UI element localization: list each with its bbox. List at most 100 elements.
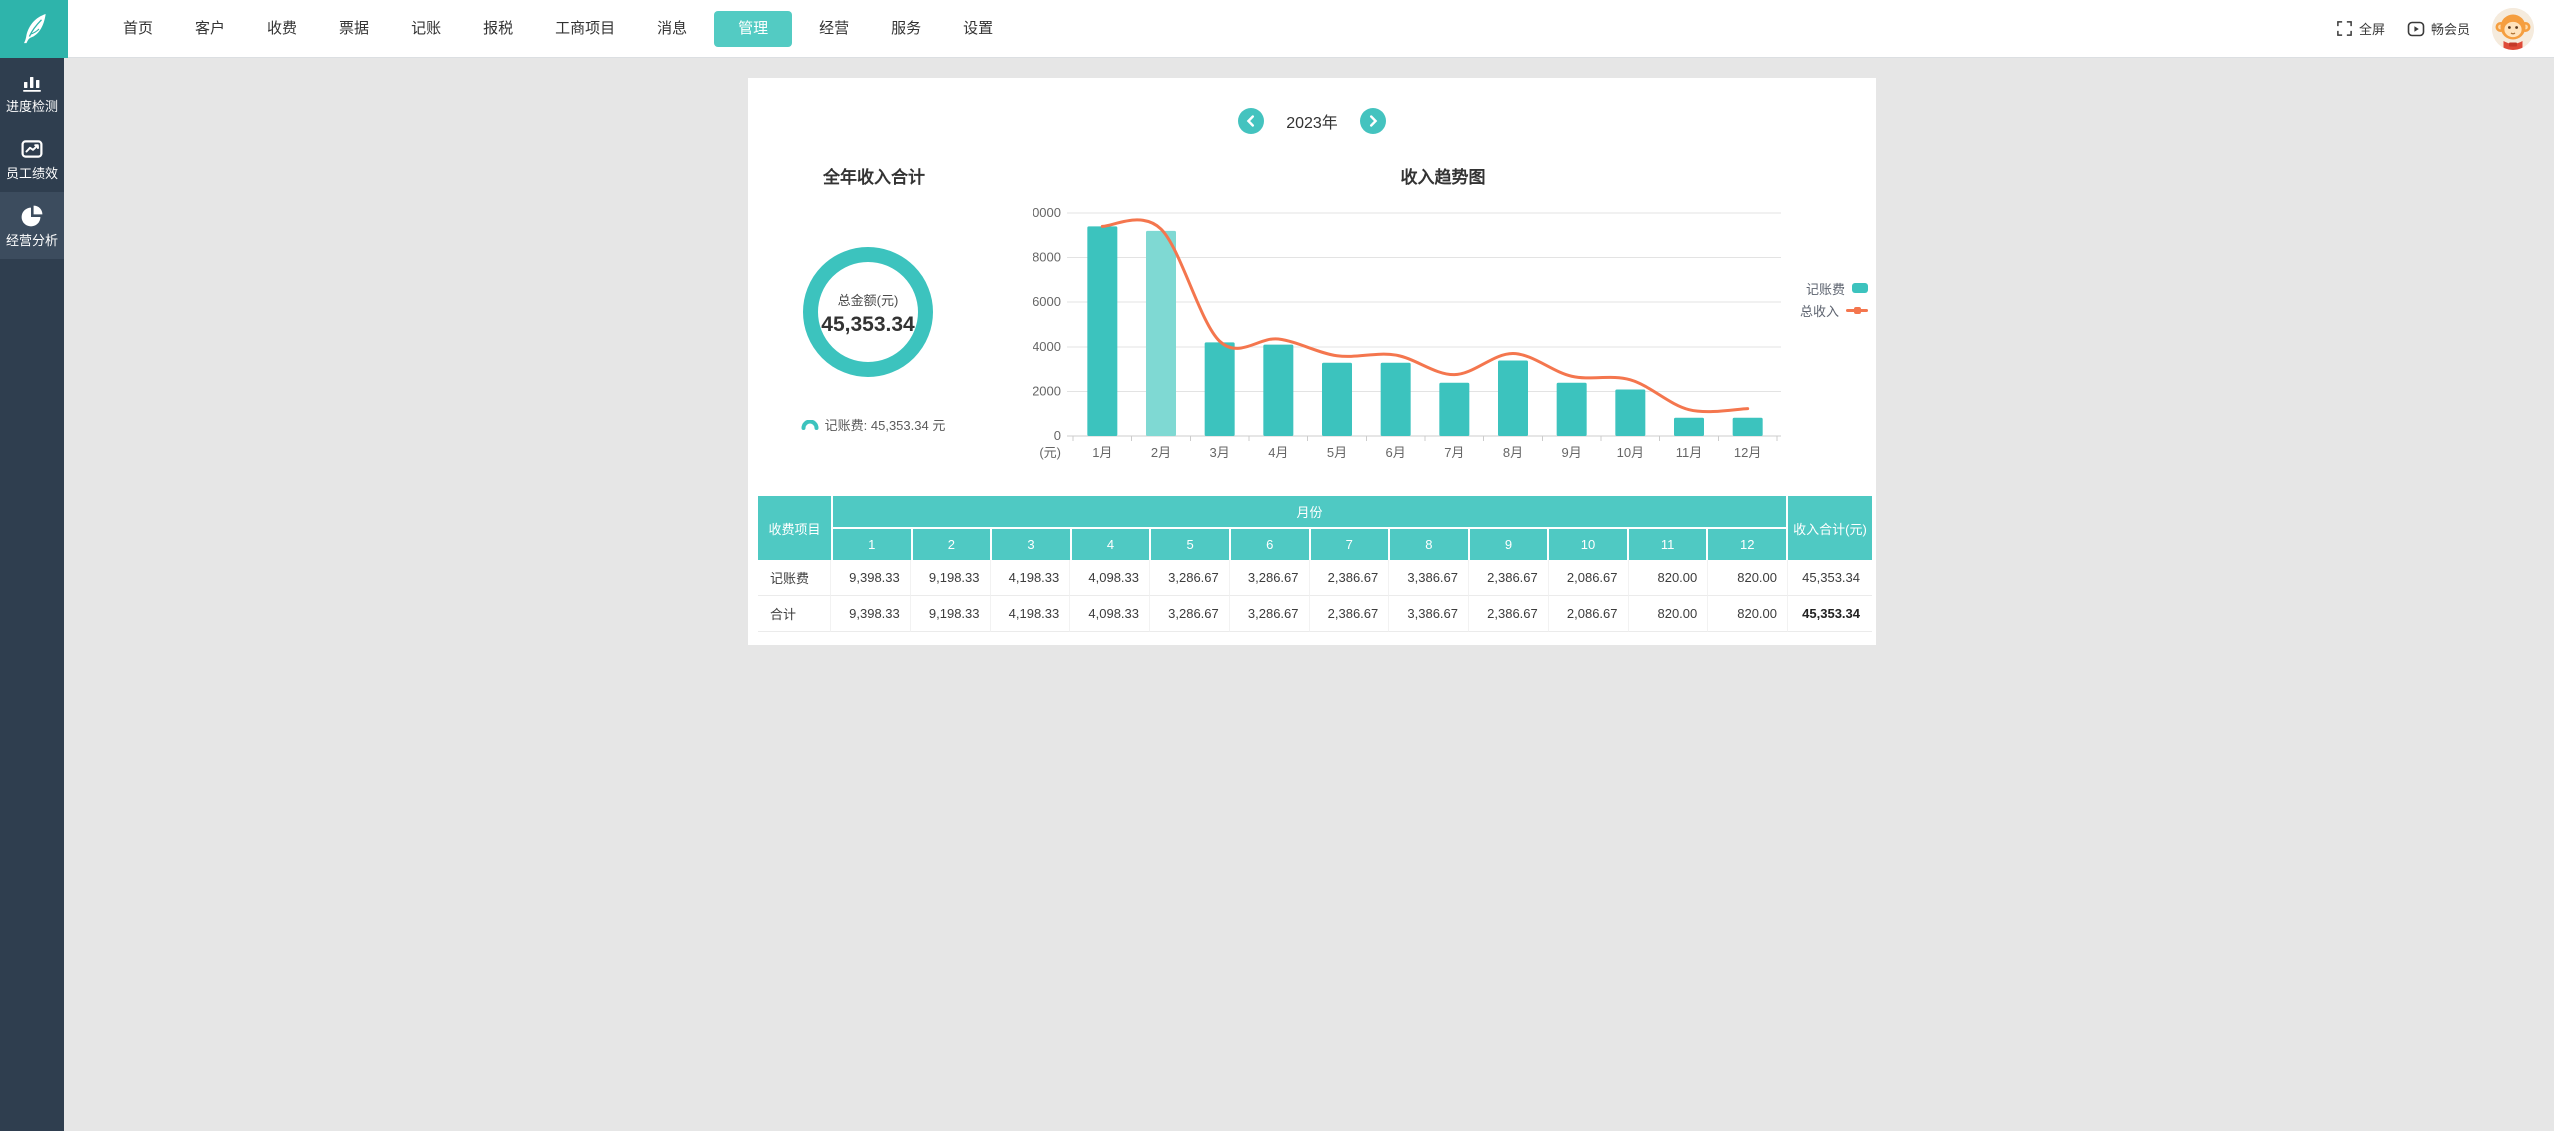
sidebar-item-label: 员工绩效 xyxy=(5,166,58,181)
header-month-group: 月份 xyxy=(833,496,1786,527)
cell-记账费-month-3: 4,198.33 xyxy=(990,560,1071,596)
cell-合计-month-3: 4,198.33 xyxy=(990,596,1071,632)
fullscreen-button[interactable]: 全屏 xyxy=(2336,19,2385,38)
cell-合计-month-1: 9,398.33 xyxy=(831,596,911,632)
x-axis-label-10月: 10月 xyxy=(1617,445,1644,460)
header-month-12: 12 xyxy=(1708,529,1786,560)
chevron-left-icon xyxy=(1246,115,1255,127)
header-month-2: 2 xyxy=(912,529,991,560)
app-logo[interactable] xyxy=(0,0,68,58)
legend-item-bar-series[interactable]: 记账费 xyxy=(1800,281,1868,297)
sidebar-item-员工绩效[interactable]: 员工绩效 xyxy=(0,125,64,192)
member-button[interactable]: 畅会员 xyxy=(2407,19,2470,38)
year-selector: 2023年 xyxy=(748,108,1876,134)
top-nav: 首页 客户 收费 票据 记账 报税 工商项目 消息 管理 经营 服务 设置 全屏 xyxy=(0,0,2554,58)
bar-5月[interactable] xyxy=(1322,362,1352,436)
row-label-合计: 合计 xyxy=(758,596,831,632)
cell-合计-month-2: 9,198.33 xyxy=(910,596,991,632)
cell-合计-month-12: 820.00 xyxy=(1708,596,1788,632)
bar-7月[interactable] xyxy=(1439,382,1470,436)
cell-记账费-month-6: 3,286.67 xyxy=(1229,560,1310,596)
bar-11月[interactable] xyxy=(1674,417,1704,436)
cell-记账费-month-9: 2,386.67 xyxy=(1469,560,1549,596)
main-area: 2023年 全年收入合计 收入趋势图 总金额(元) 45,353.34 xyxy=(64,58,2554,1131)
nav-item-报税[interactable]: 报税 xyxy=(483,19,514,37)
bar-10月[interactable] xyxy=(1615,389,1646,436)
nav-item-首页[interactable]: 首页 xyxy=(123,19,154,37)
nav-item-服务[interactable]: 服务 xyxy=(891,19,922,37)
cell-合计-month-11: 820.00 xyxy=(1628,596,1709,632)
x-axis-label-4月: 4月 xyxy=(1268,445,1288,460)
user-avatar[interactable] xyxy=(2492,7,2534,50)
sidebar-item-进度检测[interactable]: 进度检测 xyxy=(0,58,64,125)
trend-chart-icon xyxy=(20,137,44,161)
header-month-8: 8 xyxy=(1390,529,1468,560)
chevron-right-icon xyxy=(1369,115,1378,127)
donut-legend-text: 记账费: 45,353.34 元 xyxy=(824,418,946,433)
total-income-trend-line[interactable] xyxy=(1100,218,1750,414)
y-axis-unit-label: (元) xyxy=(1039,445,1061,460)
nav-item-票据[interactable]: 票据 xyxy=(339,19,370,37)
cell-合计-month-10: 2,086.67 xyxy=(1548,596,1629,632)
x-axis-label-2月: 2月 xyxy=(1151,445,1171,460)
feather-logo-icon xyxy=(14,9,54,49)
cell-合计-month-9: 2,386.67 xyxy=(1469,596,1549,632)
x-axis-label-7月: 7月 xyxy=(1444,445,1464,460)
line-series-marker-icon xyxy=(1846,305,1868,315)
nav-item-消息[interactable]: 消息 xyxy=(657,19,688,37)
nav-item-管理[interactable]: 管理 xyxy=(714,10,793,47)
sidebar-item-label: 经营分析 xyxy=(5,233,58,248)
analysis-card: 2023年 全年收入合计 收入趋势图 总金额(元) 45,353.34 xyxy=(748,78,1876,645)
header-month-6: 6 xyxy=(1230,529,1309,560)
bar-12月[interactable] xyxy=(1732,417,1763,436)
bar-8月[interactable] xyxy=(1498,360,1528,436)
bar-1月[interactable] xyxy=(1087,226,1118,436)
cell-记账费-month-12: 820.00 xyxy=(1708,560,1788,596)
total-income-donut-chart[interactable] xyxy=(793,237,943,387)
nav-menu: 首页 客户 收费 票据 记账 报税 工商项目 消息 管理 经营 服务 设置 xyxy=(102,0,1014,58)
header-month-3: 3 xyxy=(992,529,1070,560)
income-trend-chart: 0 2000 4000 6000 8000 10000 (元) 1月 2月 3月 4月 5月 6月 7月 8… xyxy=(1033,190,1833,485)
donut-center-label: 总金额(元) xyxy=(837,293,899,308)
header-month-7: 7 xyxy=(1310,529,1389,560)
arc-legend-marker-icon xyxy=(801,419,819,430)
y-axis-label-4000: 4000 xyxy=(1033,339,1061,354)
next-year-button[interactable] xyxy=(1359,108,1386,134)
cell-记账费-month-8: 3,386.67 xyxy=(1389,560,1469,596)
prev-year-button[interactable] xyxy=(1238,108,1265,134)
nav-item-收费[interactable]: 收费 xyxy=(267,19,298,37)
nav-item-经营[interactable]: 经营 xyxy=(819,19,850,37)
cell-合计-total: 45,353.34 xyxy=(1788,596,1872,632)
nav-item-客户[interactable]: 客户 xyxy=(195,19,226,37)
trend-title: 收入趋势图 xyxy=(1400,168,1486,187)
legend-item-line-series[interactable]: 总收入 xyxy=(1799,303,1868,319)
row-label-记账费: 记账费 xyxy=(758,560,831,596)
cell-记账费-month-1: 9,398.33 xyxy=(831,560,911,596)
bar-9月[interactable] xyxy=(1556,382,1587,436)
bar-6月[interactable] xyxy=(1380,362,1411,436)
sidebar: 进度检测员工绩效经营分析 xyxy=(0,58,64,1131)
bar-4月[interactable] xyxy=(1263,344,1294,436)
x-axis-label-9月: 9月 xyxy=(1562,445,1582,460)
nav-item-记账[interactable]: 记账 xyxy=(411,19,442,37)
play-video-icon xyxy=(2407,20,2425,38)
summary-title: 全年收入合计 xyxy=(823,168,925,187)
cell-合计-month-4: 4,098.33 xyxy=(1070,596,1150,632)
donut-legend[interactable]: 记账费: 45,353.34 元 xyxy=(748,415,998,434)
y-axis-label-0: 0 xyxy=(1054,428,1061,443)
cell-记账费-month-10: 2,086.67 xyxy=(1548,560,1629,596)
sidebar-item-label: 进度检测 xyxy=(5,99,58,114)
legend-line-series-label: 总收入 xyxy=(1799,303,1839,319)
bar-3月[interactable] xyxy=(1204,342,1235,436)
header-month-5: 5 xyxy=(1151,529,1229,560)
y-axis-label-8000: 8000 xyxy=(1033,250,1061,265)
legend-bar-series-label: 记账费 xyxy=(1805,281,1845,297)
nav-item-设置[interactable]: 设置 xyxy=(963,19,994,37)
sidebar-item-经营分析[interactable]: 经营分析 xyxy=(0,192,64,259)
bar-2月[interactable] xyxy=(1146,230,1176,436)
x-axis-label-3月: 3月 xyxy=(1210,445,1230,460)
nav-item-工商项目[interactable]: 工商项目 xyxy=(555,19,616,37)
nav-right: 全屏 畅会员 xyxy=(2336,7,2554,50)
trend-chart-legend: 记账费 总收入 xyxy=(1799,281,1868,319)
header-income-total: 收入合计(元) xyxy=(1788,496,1872,560)
